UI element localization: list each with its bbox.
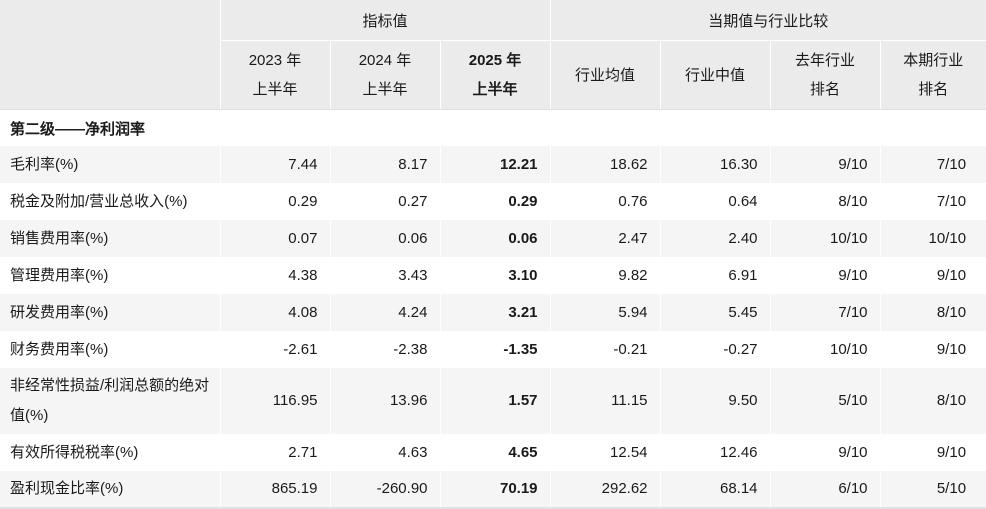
header-group-indicator-values: 指标值 (219, 0, 551, 41)
value-cell: 9.50 (659, 368, 771, 434)
value-cell: 18.62 (549, 146, 661, 183)
value-cell: 11.15 (549, 368, 661, 434)
value-cell: 2.47 (549, 220, 661, 257)
column-header: 2025 年上半年 (439, 40, 551, 110)
value-cell: 4.38 (219, 257, 330, 294)
value-cell: 9/10 (879, 331, 986, 368)
row-label: 财务费用率(%) (0, 331, 220, 368)
value-cell: 4.63 (329, 434, 440, 471)
value-cell: 5.45 (659, 294, 771, 331)
value-cell: 12.46 (659, 434, 771, 471)
table-row: 毛利率(%) 7.44 8.17 12.21 18.62 16.30 9/10 7/10 (0, 146, 986, 183)
value-cell: 4.24 (329, 294, 440, 331)
value-cell: 2.71 (219, 434, 330, 471)
value-cell: -0.21 (549, 331, 661, 368)
value-cell: 8/10 (879, 368, 986, 434)
section-title: 第二级——净利润率 (0, 109, 986, 146)
header-group-row: 指标值 当期值与行业比较 (0, 0, 986, 110)
table-row: 有效所得税税率(%) 2.71 4.63 4.65 12.54 12.46 9/10 9/10 (0, 434, 986, 471)
row-label: 销售费用率(%) (0, 220, 220, 257)
table-row: 盈利现金比率(%) 865.19 -260.90 70.19 292.62 68.14 6/… (0, 471, 986, 509)
value-cell: 0.06 (329, 220, 440, 257)
column-header: 2023 年上半年 (219, 40, 330, 110)
table-header: 指标值 当期值与行业比较 2023 年上半年 2024 年上半年 2025 年上半年… (0, 0, 986, 110)
value-cell: 5.94 (549, 294, 661, 331)
value-cell: 7.44 (219, 146, 330, 183)
value-cell: 3.43 (329, 257, 440, 294)
value-cell: 1.57 (439, 368, 551, 434)
value-cell: 0.27 (329, 183, 440, 220)
table-row: 研发费用率(%) 4.08 4.24 3.21 5.94 5.45 7/10 8/10 (0, 294, 986, 331)
value-cell: 10/10 (769, 220, 881, 257)
header-columns-row: 2023 年上半年 2024 年上半年 2025 年上半年 行业均值 行业中值 去年行业排… (0, 40, 986, 110)
value-cell: 10/10 (879, 220, 986, 257)
row-label: 非经常性损益/利润总额的绝对值(%) (0, 368, 220, 434)
table-row: 非经常性损益/利润总额的绝对值(%) 116.95 13.96 1.57 11.15 9.… (0, 368, 986, 434)
column-header: 2024 年上半年 (329, 40, 440, 110)
value-cell: -260.90 (329, 471, 440, 509)
table-row: 销售费用率(%) 0.07 0.06 0.06 2.47 2.40 10/10 10/10 (0, 220, 986, 257)
value-cell: 9/10 (879, 257, 986, 294)
section-row: 第二级——净利润率 (0, 109, 986, 146)
value-cell: 865.19 (219, 471, 330, 509)
value-cell: 16.30 (659, 146, 771, 183)
value-cell: 7/10 (879, 183, 986, 220)
value-cell: 10/10 (769, 331, 881, 368)
value-cell: 0.29 (219, 183, 330, 220)
value-cell: 6.91 (659, 257, 771, 294)
table-row: 财务费用率(%) -2.61 -2.38 -1.35 -0.21 -0.27 10/10 9/… (0, 331, 986, 368)
row-label: 研发费用率(%) (0, 294, 220, 331)
corner-cell (0, 0, 220, 110)
value-cell: -0.27 (659, 331, 771, 368)
column-header: 本期行业 排名 (879, 40, 986, 110)
value-cell: 9/10 (769, 146, 881, 183)
value-cell: 0.64 (659, 183, 771, 220)
value-cell: 7/10 (769, 294, 881, 331)
value-cell: 9/10 (879, 434, 986, 471)
value-cell: 68.14 (659, 471, 771, 509)
value-cell: 0.07 (219, 220, 330, 257)
row-label: 毛利率(%) (0, 146, 220, 183)
value-cell: 8/10 (769, 183, 881, 220)
value-cell: 8.17 (329, 146, 440, 183)
table-body: 第二级——净利润率 毛利率(%) 7.44 8.17 12.21 18.62 16.30 9… (0, 109, 986, 509)
row-label: 管理费用率(%) (0, 257, 220, 294)
value-cell: 3.10 (439, 257, 551, 294)
value-cell: 0.29 (439, 183, 551, 220)
value-cell: 9/10 (769, 257, 881, 294)
value-cell: 292.62 (549, 471, 661, 509)
value-cell: 5/10 (879, 471, 986, 509)
value-cell: 5/10 (769, 368, 881, 434)
table-row: 税金及附加/营业总收入(%) 0.29 0.27 0.29 0.76 0.64 8/10 7/… (0, 183, 986, 220)
value-cell: 6/10 (769, 471, 881, 509)
value-cell: 9.82 (549, 257, 661, 294)
value-cell: 70.19 (439, 471, 551, 509)
value-cell: 4.08 (219, 294, 330, 331)
value-cell: -2.61 (219, 331, 330, 368)
value-cell: -1.35 (439, 331, 551, 368)
column-header: 行业均值 (549, 40, 661, 110)
value-cell: 8/10 (879, 294, 986, 331)
value-cell: 116.95 (219, 368, 330, 434)
value-cell: -2.38 (329, 331, 440, 368)
value-cell: 13.96 (329, 368, 440, 434)
column-header: 去年行业 排名 (769, 40, 881, 110)
row-label: 税金及附加/营业总收入(%) (0, 183, 220, 220)
value-cell: 12.21 (439, 146, 551, 183)
row-label: 盈利现金比率(%) (0, 471, 220, 509)
table-row: 管理费用率(%) 4.38 3.43 3.10 9.82 6.91 9/10 9/10 (0, 257, 986, 294)
header-group-industry-comparison: 当期值与行业比较 (549, 0, 986, 41)
value-cell: 7/10 (879, 146, 986, 183)
column-header: 行业中值 (659, 40, 771, 110)
value-cell: 2.40 (659, 220, 771, 257)
value-cell: 3.21 (439, 294, 551, 331)
value-cell: 12.54 (549, 434, 661, 471)
value-cell: 0.06 (439, 220, 551, 257)
row-label: 有效所得税税率(%) (0, 434, 220, 471)
value-cell: 9/10 (769, 434, 881, 471)
value-cell: 0.76 (549, 183, 661, 220)
value-cell: 4.65 (439, 434, 551, 471)
